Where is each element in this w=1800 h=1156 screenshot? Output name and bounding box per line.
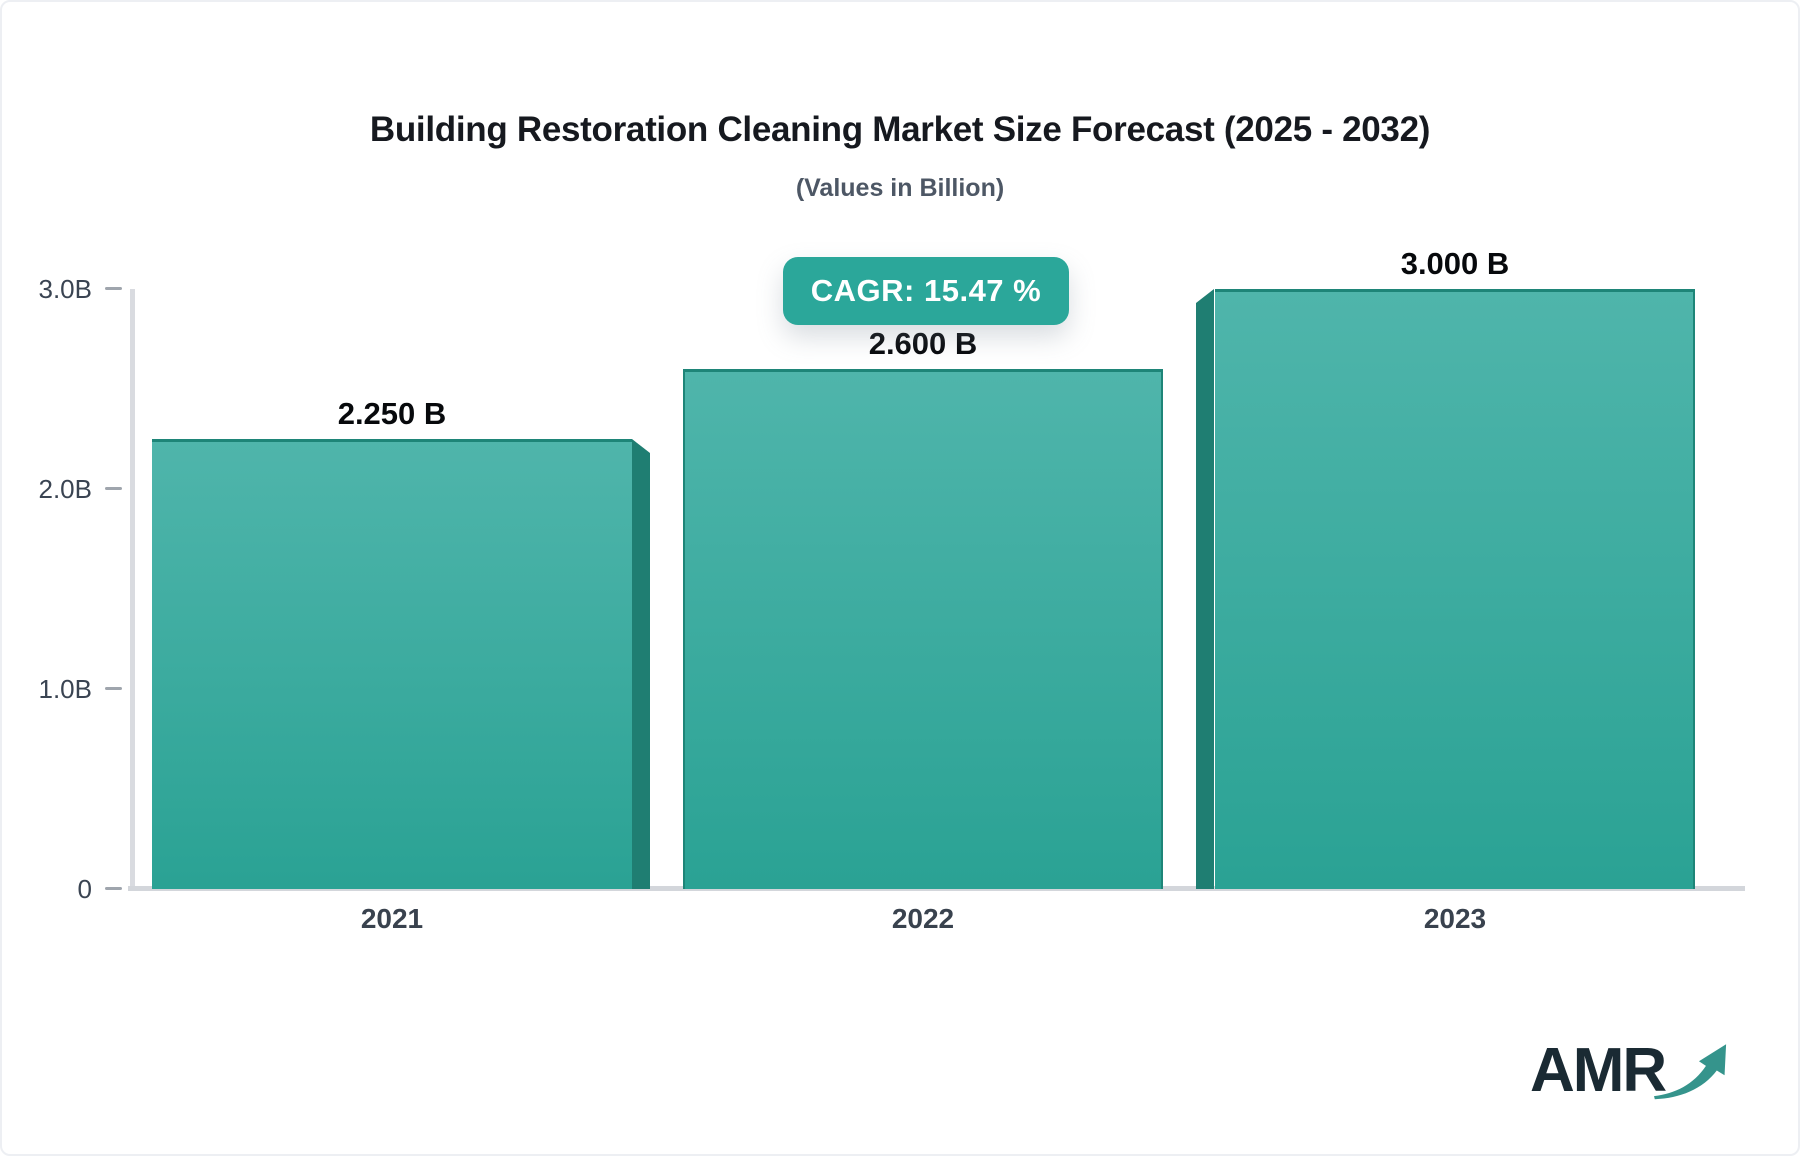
y-tick-label-3.0B: 3.0B bbox=[38, 274, 93, 304]
amr-logo: AMR bbox=[1530, 1038, 1733, 1102]
y-tick-mark bbox=[105, 287, 122, 290]
y-tick-label-2.0B: 2.0B bbox=[38, 474, 93, 504]
bar-2023[interactable] bbox=[1215, 289, 1695, 889]
bar-2022[interactable] bbox=[683, 369, 1163, 889]
y-tick-label-1.0B: 1.0B bbox=[38, 674, 93, 704]
cagr-badge: CAGR: 15.47 % bbox=[783, 257, 1069, 325]
bar-2021[interactable] bbox=[152, 439, 632, 889]
x-axis-label-2023: 2023 bbox=[1423, 903, 1487, 934]
bar-value-2021: 2.250 B bbox=[337, 396, 447, 431]
y-tick-mark bbox=[105, 687, 122, 690]
bar-2023-3d-side bbox=[1196, 289, 1214, 889]
y-axis-line bbox=[130, 289, 135, 890]
bar-value-2022: 2.600 B bbox=[868, 326, 978, 361]
x-axis-label-2021: 2021 bbox=[360, 903, 424, 934]
growth-arrow-icon bbox=[1654, 1044, 1727, 1100]
chart-title: Building Restoration Cleaning Market Siz… bbox=[369, 110, 1431, 149]
bar-2021-3d-side bbox=[632, 439, 650, 889]
y-tick-mark bbox=[105, 887, 122, 890]
bar-value-2023: 3.000 B bbox=[1400, 246, 1510, 281]
y-tick-label-0: 0 bbox=[77, 874, 92, 904]
x-axis-label-2022: 2022 bbox=[891, 903, 955, 934]
chart-subtitle: (Values in Billion) bbox=[795, 174, 1005, 202]
y-tick-mark bbox=[105, 487, 122, 490]
amr-logo-text: AMR bbox=[1530, 1036, 1667, 1105]
cagr-badge-label: CAGR: 15.47 % bbox=[810, 273, 1042, 308]
